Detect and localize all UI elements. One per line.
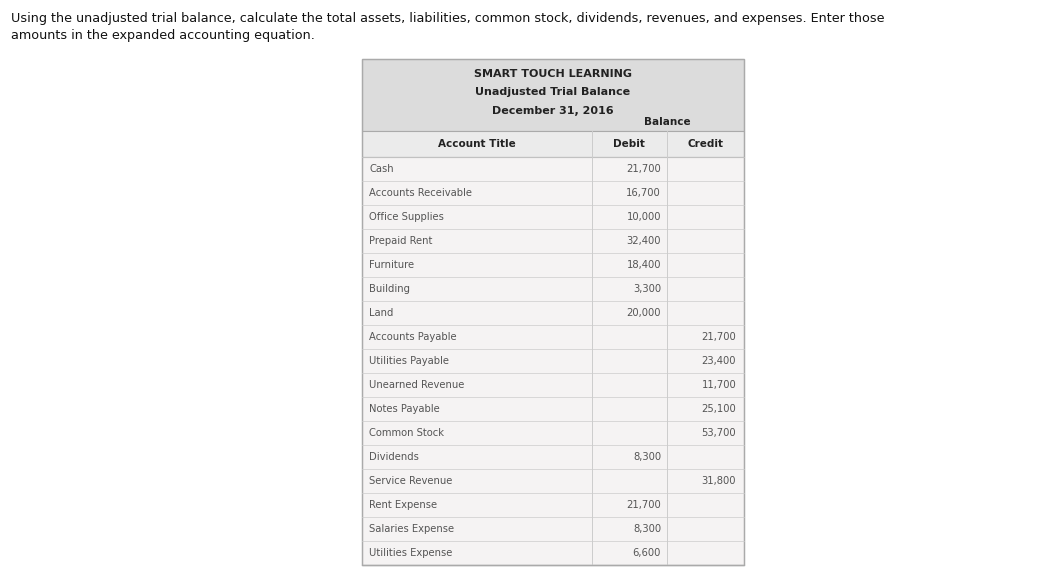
Text: Debit: Debit — [614, 139, 645, 149]
Text: Building: Building — [369, 284, 410, 294]
Text: Land: Land — [369, 308, 394, 318]
Text: SMART TOUCH LEARNING: SMART TOUCH LEARNING — [473, 69, 631, 79]
Text: Rent Expense: Rent Expense — [369, 500, 437, 510]
FancyBboxPatch shape — [361, 131, 743, 157]
Text: 16,700: 16,700 — [626, 188, 661, 198]
Text: 8,300: 8,300 — [633, 452, 661, 462]
Text: 21,700: 21,700 — [626, 164, 661, 174]
Text: 18,400: 18,400 — [626, 260, 661, 270]
Text: 21,700: 21,700 — [626, 500, 661, 510]
Text: Accounts Payable: Accounts Payable — [369, 332, 456, 342]
Text: 32,400: 32,400 — [626, 236, 661, 246]
Text: Balance: Balance — [644, 117, 691, 127]
Text: Using the unadjusted trial balance, calculate the total assets, liabilities, com: Using the unadjusted trial balance, calc… — [12, 12, 885, 25]
Text: Credit: Credit — [687, 139, 723, 149]
Text: amounts in the expanded accounting equation.: amounts in the expanded accounting equat… — [12, 29, 315, 42]
Text: Notes Payable: Notes Payable — [369, 404, 439, 414]
Text: 6,600: 6,600 — [633, 548, 661, 558]
Text: 21,700: 21,700 — [701, 332, 736, 342]
Text: December 31, 2016: December 31, 2016 — [492, 106, 614, 116]
Text: 25,100: 25,100 — [701, 404, 736, 414]
Text: Office Supplies: Office Supplies — [369, 212, 444, 222]
Text: 10,000: 10,000 — [626, 212, 661, 222]
FancyBboxPatch shape — [361, 157, 743, 565]
Text: Dividends: Dividends — [369, 452, 419, 462]
Text: Accounts Receivable: Accounts Receivable — [369, 188, 472, 198]
Text: 23,400: 23,400 — [701, 356, 736, 366]
Text: Furniture: Furniture — [369, 260, 414, 270]
Text: 31,800: 31,800 — [701, 476, 736, 486]
FancyBboxPatch shape — [361, 59, 743, 131]
Text: Unearned Revenue: Unearned Revenue — [369, 380, 465, 390]
Text: Prepaid Rent: Prepaid Rent — [369, 236, 432, 246]
Text: 53,700: 53,700 — [701, 428, 736, 438]
Text: Unadjusted Trial Balance: Unadjusted Trial Balance — [475, 87, 630, 97]
Text: Common Stock: Common Stock — [369, 428, 444, 438]
Text: 3,300: 3,300 — [633, 284, 661, 294]
Text: Utilities Payable: Utilities Payable — [369, 356, 449, 366]
Text: Service Revenue: Service Revenue — [369, 476, 452, 486]
Text: 20,000: 20,000 — [626, 308, 661, 318]
Text: Salaries Expense: Salaries Expense — [369, 524, 454, 534]
Text: Account Title: Account Title — [437, 139, 515, 149]
Text: Utilities Expense: Utilities Expense — [369, 548, 452, 558]
Text: 8,300: 8,300 — [633, 524, 661, 534]
Text: Cash: Cash — [369, 164, 394, 174]
Text: 11,700: 11,700 — [701, 380, 736, 390]
